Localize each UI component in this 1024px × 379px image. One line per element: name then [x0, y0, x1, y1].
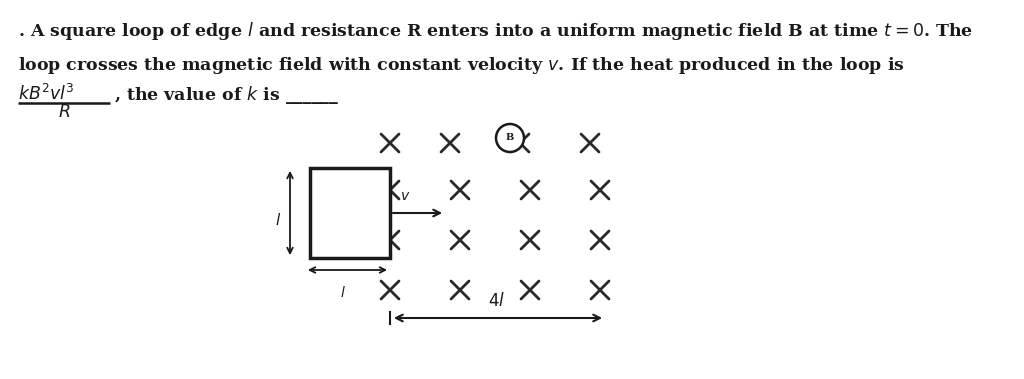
Bar	[310, 168, 390, 258]
Text: , the value of $k$ is ______: , the value of $k$ is ______	[114, 84, 339, 106]
Text: B: B	[506, 133, 514, 143]
Text: $4l$: $4l$	[488, 292, 506, 310]
Circle shape	[496, 124, 524, 152]
Text: $R$: $R$	[57, 104, 71, 121]
Text: $l$: $l$	[274, 212, 281, 228]
Text: $l$: $l$	[340, 285, 346, 300]
Text: . A square loop of edge $l$ and resistance R enters into a uniform magnetic fiel: . A square loop of edge $l$ and resistan…	[18, 20, 973, 42]
Text: $v$: $v$	[400, 189, 411, 203]
Text: loop crosses the magnetic field with constant velocity $v$. If the heat produced: loop crosses the magnetic field with con…	[18, 55, 904, 76]
Text: $kB^2vl^3$: $kB^2vl^3$	[18, 84, 75, 104]
